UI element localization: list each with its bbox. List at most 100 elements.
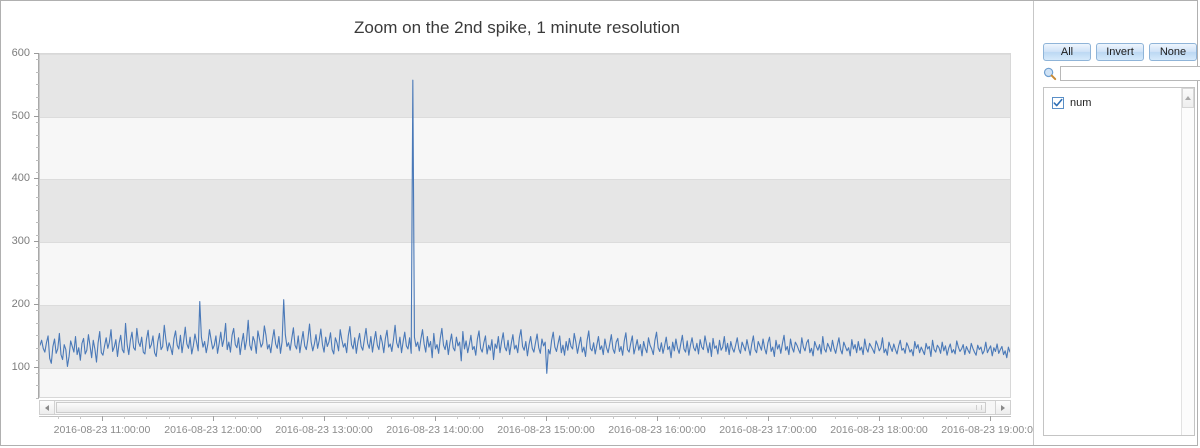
gridline (40, 179, 1010, 180)
x-tick-minor (590, 416, 591, 419)
x-tick-minor (58, 416, 59, 419)
x-tick-minor (679, 416, 680, 419)
y-tick-label: 500 (11, 109, 30, 122)
gridline (40, 117, 1010, 118)
x-tick-minor (368, 416, 369, 419)
x-tick-label: 2016-08-23 13:00:00 (275, 424, 373, 436)
y-tick (34, 367, 39, 368)
x-tick (879, 416, 880, 421)
list-vertical-scrollbar[interactable] (1181, 88, 1194, 435)
y-tick (34, 241, 39, 242)
x-axis-line (39, 416, 1011, 417)
series-line-num (40, 54, 1010, 397)
y-tick-minor (36, 298, 39, 299)
y-tick (34, 116, 39, 117)
x-tick-label: 2016-08-23 16:00:00 (608, 424, 706, 436)
x-tick (546, 416, 547, 421)
x-tick-minor (280, 416, 281, 419)
y-tick (34, 304, 39, 305)
chevron-up-icon (1185, 96, 1191, 100)
x-tick (102, 416, 103, 421)
y-tick-minor (36, 348, 39, 349)
y-tick-label: 300 (11, 235, 30, 248)
background-band (40, 179, 1010, 243)
x-tick-minor (568, 416, 569, 419)
y-tick-minor (36, 84, 39, 85)
y-tick-minor (36, 398, 39, 399)
y-tick-minor (36, 185, 39, 186)
background-band (40, 54, 1010, 117)
x-tick-minor (413, 416, 414, 419)
y-tick-minor (36, 197, 39, 198)
y-tick-minor (36, 235, 39, 236)
x-tick (657, 416, 658, 421)
x-tick (990, 416, 991, 421)
x-tick-minor (724, 416, 725, 419)
scrollbar-thumb[interactable] (56, 402, 986, 413)
scrollbar-grip-icon (976, 405, 982, 410)
y-tick-minor (36, 385, 39, 386)
gridline (40, 368, 1010, 369)
chevron-right-icon (1001, 404, 1005, 411)
x-tick-minor (968, 416, 969, 419)
y-tick-label: 600 (11, 47, 30, 59)
x-tick-minor (235, 416, 236, 419)
x-tick-minor (457, 416, 458, 419)
x-tick (435, 416, 436, 421)
gridline (40, 242, 1010, 243)
scroll-up-arrow[interactable] (1182, 88, 1194, 108)
select-none-button[interactable]: None (1149, 43, 1197, 61)
series-list: num (1044, 88, 1181, 435)
x-tick-minor (257, 416, 258, 419)
x-tick-minor (946, 416, 947, 419)
y-tick-minor (36, 260, 39, 261)
scroll-right-arrow[interactable] (995, 401, 1010, 414)
search-input[interactable] (1060, 66, 1200, 81)
x-tick-minor (923, 416, 924, 419)
x-tick-minor (635, 416, 636, 419)
x-tick-minor (391, 416, 392, 419)
chevron-left-icon (45, 404, 49, 411)
y-tick-minor (36, 210, 39, 211)
selection-button-row: All Invert None (1043, 43, 1197, 61)
y-tick-label: 100 (11, 360, 30, 373)
chart-title: Zoom on the 2nd spike, 1 minute resoluti… (353, 18, 681, 37)
y-tick-minor (36, 373, 39, 374)
y-tick (34, 178, 39, 179)
y-tick-minor (36, 310, 39, 311)
y-tick-minor (36, 335, 39, 336)
y-tick-minor (36, 323, 39, 324)
select-all-button[interactable]: All (1043, 43, 1091, 61)
x-tick-minor (479, 416, 480, 419)
x-tick-label: 2016-08-23 19:00:00 (941, 424, 1039, 436)
x-tick-label: 2016-08-23 17:00:00 (719, 424, 817, 436)
chart-horizontal-scrollbar[interactable] (39, 400, 1011, 415)
plot-area[interactable] (39, 53, 1011, 398)
invert-selection-button[interactable]: Invert (1096, 43, 1144, 61)
list-item[interactable]: num (1052, 94, 1181, 111)
y-axis: 100 200 300 400 500 600 (1, 47, 39, 399)
checkbox-checked-icon[interactable] (1052, 96, 1064, 109)
x-tick-minor (790, 416, 791, 419)
x-tick (213, 416, 214, 421)
x-tick-label: 2016-08-23 15:00:00 (497, 424, 595, 436)
search-row (1043, 65, 1200, 82)
y-tick-minor (36, 135, 39, 136)
x-tick (768, 416, 769, 421)
x-tick-minor (524, 416, 525, 419)
y-tick-minor (36, 222, 39, 223)
y-tick-minor (36, 285, 39, 286)
scrollbar-track[interactable] (55, 401, 995, 414)
y-tick-minor (36, 160, 39, 161)
series-list-box[interactable]: num (1043, 87, 1195, 436)
x-axis: 2016-08-23 11:00:00 2016-08-23 12:00:00 20… (39, 416, 1039, 446)
x-tick-minor (80, 416, 81, 419)
x-tick-minor (857, 416, 858, 419)
x-tick-label: 2016-08-23 12:00:00 (164, 424, 262, 436)
y-tick-minor (36, 247, 39, 248)
x-tick-minor (701, 416, 702, 419)
y-tick-label: 400 (11, 172, 30, 185)
scroll-left-arrow[interactable] (40, 401, 55, 414)
y-tick-minor (36, 360, 39, 361)
x-tick-minor (502, 416, 503, 419)
